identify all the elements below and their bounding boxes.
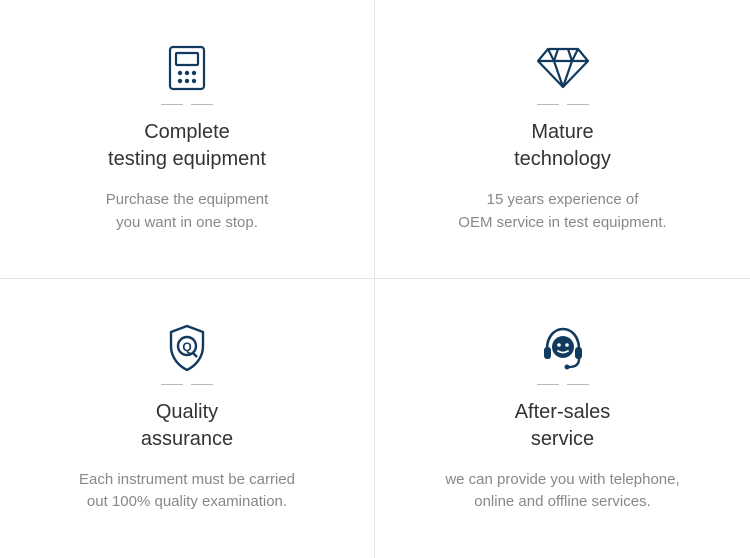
title-line: After-sales — [515, 401, 611, 423]
card-desc: Purchase the equipment you want in one s… — [106, 189, 269, 234]
card-desc: we can provide you with telephone, onlin… — [445, 469, 679, 514]
divider — [161, 104, 213, 105]
desc-line: 15 years experience of — [487, 191, 639, 208]
desc-line: you want in one stop. — [116, 214, 258, 231]
title-line: service — [531, 428, 594, 450]
desc-line: Each instrument must be carried — [79, 471, 295, 488]
title-line: Quality — [156, 401, 218, 423]
shield-q-icon: Q — [167, 324, 207, 372]
title-line: testing equipment — [108, 148, 266, 170]
feature-card: Q Quality assurance Each instrument must… — [0, 279, 375, 558]
feature-card: After-sales service we can provide you w… — [375, 279, 750, 558]
divider — [537, 384, 589, 385]
diamond-icon — [536, 44, 590, 92]
card-title: Complete testing equipment — [108, 119, 266, 173]
desc-line: we can provide you with telephone, — [445, 471, 679, 488]
desc-line: OEM service in test equipment. — [458, 214, 666, 231]
divider — [161, 384, 213, 385]
title-line: assurance — [141, 428, 233, 450]
card-title: Mature technology — [514, 119, 611, 173]
card-title: After-sales service — [515, 399, 611, 453]
feature-card: Complete testing equipment Purchase the … — [0, 0, 375, 279]
svg-text:Q: Q — [182, 340, 191, 354]
desc-line: out 100% quality examination. — [87, 493, 287, 510]
divider — [537, 104, 589, 105]
feature-card: Mature technology 15 years experience of… — [375, 0, 750, 279]
title-line: Complete — [144, 121, 230, 143]
title-line: Mature — [531, 121, 593, 143]
desc-line: online and offline services. — [474, 493, 651, 510]
headset-icon — [539, 324, 587, 372]
card-title: Quality assurance — [141, 399, 233, 453]
desc-line: Purchase the equipment — [106, 191, 269, 208]
card-desc: Each instrument must be carried out 100%… — [79, 469, 295, 514]
card-desc: 15 years experience of OEM service in te… — [458, 189, 666, 234]
multimeter-icon — [168, 44, 206, 92]
feature-grid: Complete testing equipment Purchase the … — [0, 0, 750, 558]
title-line: technology — [514, 148, 611, 170]
